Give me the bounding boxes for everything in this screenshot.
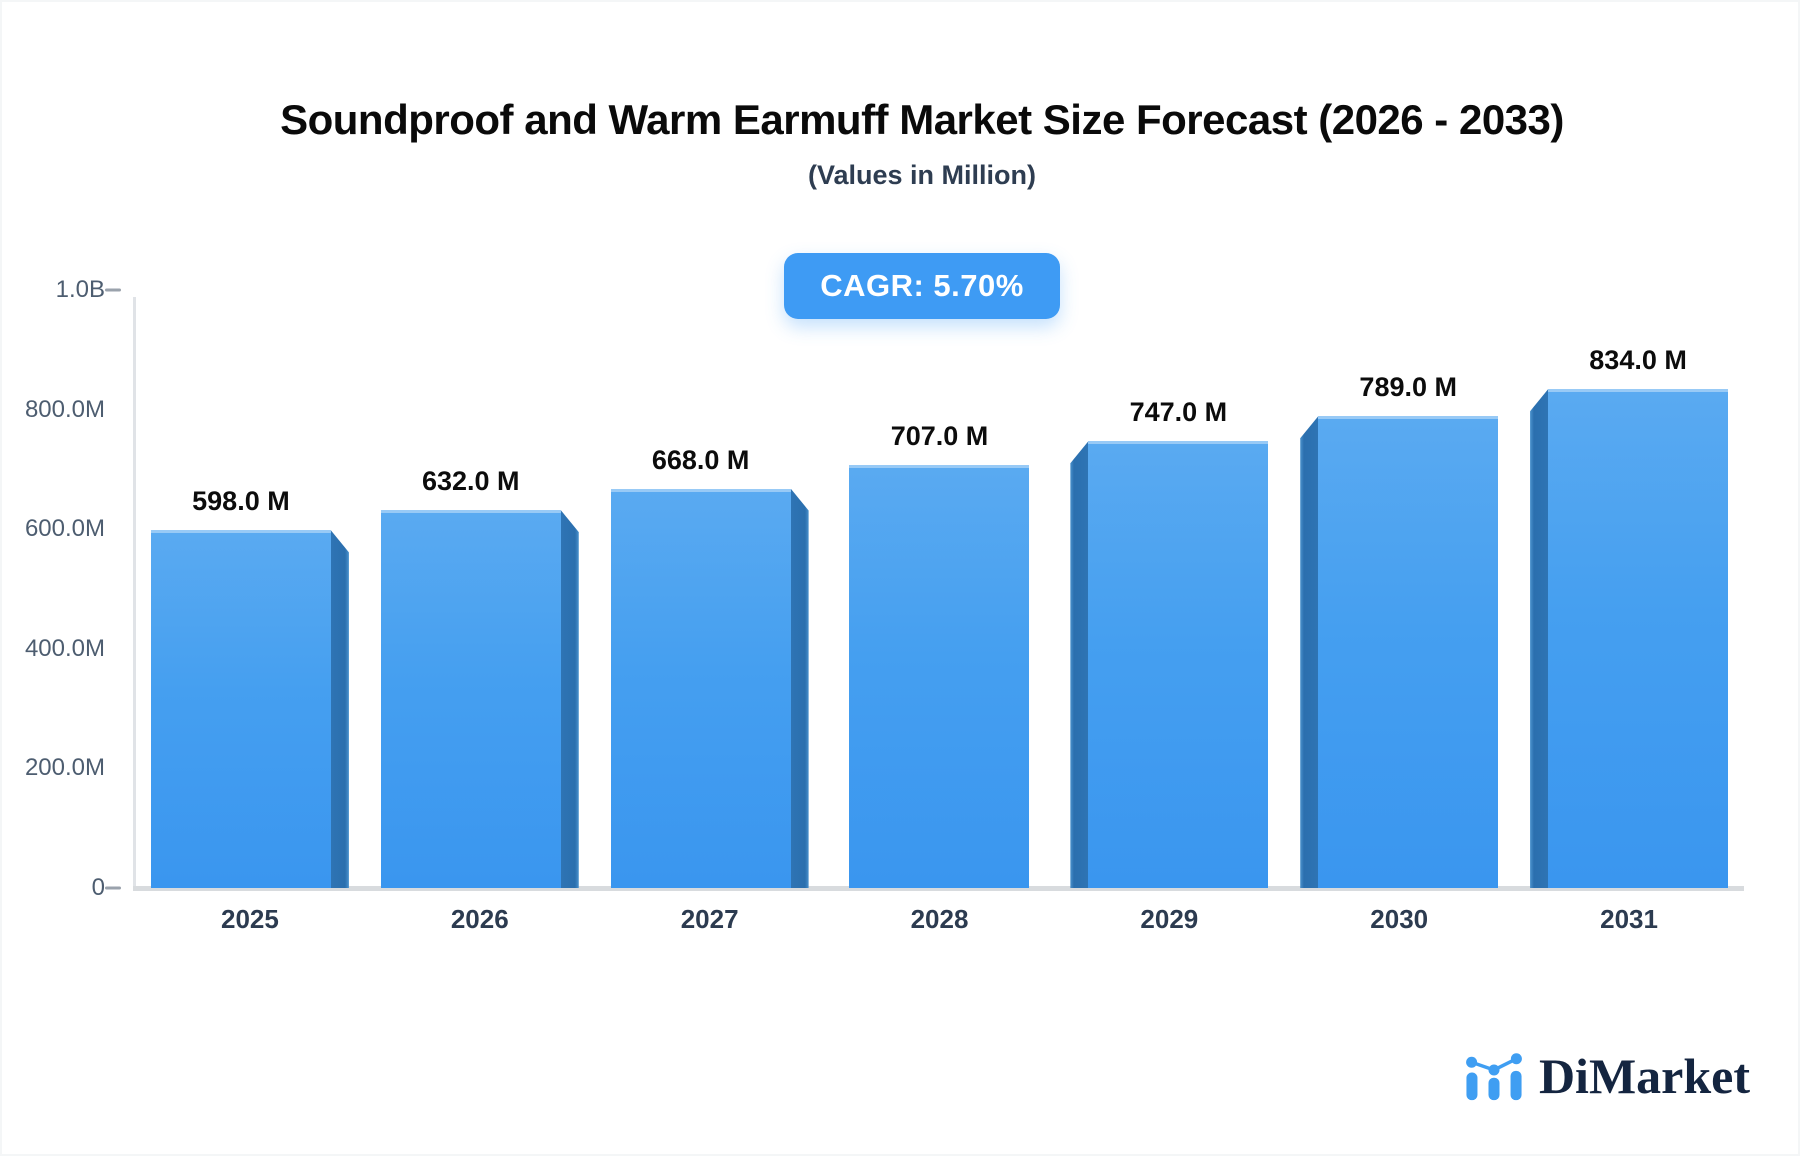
bar-face: 668.0 M [610,445,791,888]
bar-face: 598.0 M [150,486,331,888]
dimarket-logo: DiMarket [1463,1048,1750,1104]
y-axis-tick [105,886,121,890]
bar: 789.0 M [1300,372,1499,888]
y-axis-label: 1.0B [55,276,105,303]
bar: 747.0 M [1070,397,1269,888]
bar-side-3d [1300,416,1319,888]
bar: 598.0 M [150,486,349,888]
bar-slot: 789.0 M 2030 [1284,290,1514,934]
y-axis-label: 200.0M [24,754,105,782]
x-axis-label: 2026 [450,904,509,934]
chart-subtitle: (Values in Million) [807,160,1037,190]
bar-value-label: 747.0 M [1129,397,1228,428]
y-axis-line [133,297,136,888]
bar-slot: 668.0 M 2027 [595,290,825,934]
bar-value-label: 707.0 M [890,421,989,452]
bar-side-3d [1070,441,1089,888]
y-axis-tick [105,288,121,292]
x-axis-label: 2025 [221,904,279,934]
bar-value-label: 598.0 M [192,486,290,517]
bar-side-3d [790,488,809,888]
bar: 707.0 M [849,421,1030,888]
bar-slot: 598.0 M 2025 [135,290,365,934]
bar: 834.0 M [1530,345,1729,888]
bar-value-label: 789.0 M [1359,372,1457,403]
x-axis-label: 2031 [1600,904,1658,934]
bar-line-chart-icon [1463,1048,1525,1104]
x-axis-line [133,886,1744,891]
bar-face: 789.0 M [1318,372,1499,888]
y-axis-label: 0 [91,874,105,901]
bar-face: 632.0 M [380,466,561,888]
bar-face: 747.0 M [1088,397,1269,888]
bar-side-3d [330,530,349,888]
x-axis-label: 2028 [910,904,969,934]
bar-value-label: 668.0 M [651,444,750,475]
plot-area: 1.0B 800.0M 600.0M 400.0M 200.0M 0 598.0 M 202… [25,276,1744,934]
bar-side-3d [1530,389,1549,888]
bar-slot: 707.0 M 2028 [825,290,1055,934]
chart-title: Soundproof and Warm Earmuff Market Size … [280,96,1564,143]
chart-header: Soundproof and Warm Earmuff Market Size … [62,2,1782,319]
bar-side-3d [560,510,579,888]
bar-slot: 632.0 M 2026 [365,290,595,934]
bar: 632.0 M [380,466,579,888]
x-axis-label: 2030 [1370,904,1429,934]
bar-face: 707.0 M [849,421,1030,888]
brand-name: DiMarket [1538,1048,1750,1104]
y-axis-label: 600.0M [24,515,105,543]
x-axis-label: 2027 [680,904,739,934]
y-axis-label: 400.0M [24,634,105,662]
bar-value-label: 632.0 M [421,466,520,497]
x-axis-label: 2029 [1140,904,1199,934]
cagr-badge: CAGR: 5.70% [784,253,1060,319]
y-axis-label: 800.0M [24,395,105,423]
bar-slot: 747.0 M 2029 [1054,290,1284,934]
bar-face: 834.0 M [1548,345,1729,888]
bar-slot: 834.0 M 2031 [1514,290,1744,934]
bar: 668.0 M [610,445,809,888]
bar-value-label: 834.0 M [1589,345,1687,376]
